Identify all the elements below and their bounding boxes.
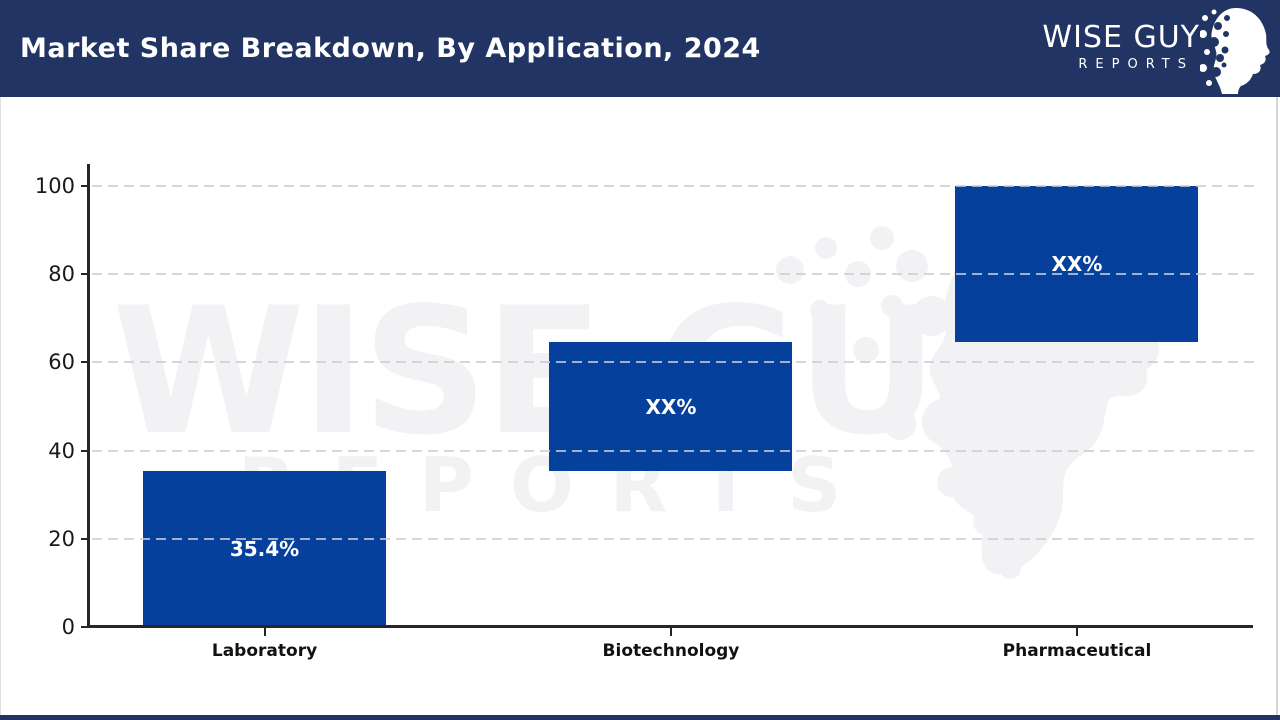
bar-laboratory [143,470,386,627]
wise-guy-logo: WISE GUY REPORTS [1022,0,1272,97]
y-tick-label: 20 [48,526,75,551]
header-bar: Market Share Breakdown, By Application, … [0,0,1280,97]
x-tick-mark [669,628,672,636]
y-tick-label: 80 [48,262,75,287]
gridline [92,449,1256,452]
gridline [92,185,1256,188]
y-tick-label: 100 [34,174,75,199]
y-tick-label: 40 [48,438,75,463]
gridline [92,273,1256,276]
y-tick-mark [81,185,89,188]
bar-value-label-laboratory: 35.4% [229,536,300,561]
x-tick-mark [1075,628,1078,636]
gridline [92,537,1256,540]
x-axis-label-biotechnology: Biotechnology [602,641,740,661]
bar-pharmaceutical [955,186,1199,343]
y-tick-mark [81,449,89,452]
y-axis-line [87,164,90,628]
x-axis-label-laboratory: Laboratory [211,641,318,661]
page-left-border [0,97,1,715]
x-tick-mark [263,628,266,636]
y-tick-mark [81,626,89,628]
gridline [92,361,1256,364]
bar-value-label-pharmaceutical: XX% [1051,252,1103,277]
logo-subtitle: REPORTS [1078,57,1194,72]
bar-value-label-biotechnology: XX% [645,394,697,419]
y-tick-mark [81,361,89,364]
footer-bar [0,715,1280,720]
bar-biotechnology [549,342,793,471]
x-axis-label-pharmaceutical: Pharmaceutical [1002,641,1152,661]
page-right-border [1276,97,1278,715]
y-tick-mark [81,273,89,276]
wise-guy-face-icon [1200,8,1270,94]
y-tick-mark [81,537,89,540]
y-tick-label: 0 [61,615,75,639]
x-axis-line [87,625,1253,628]
chart-title: Market Share Breakdown, By Application, … [20,33,761,64]
logo-wordmark: WISE GUY [1042,20,1200,55]
y-tick-label: 60 [48,350,75,375]
